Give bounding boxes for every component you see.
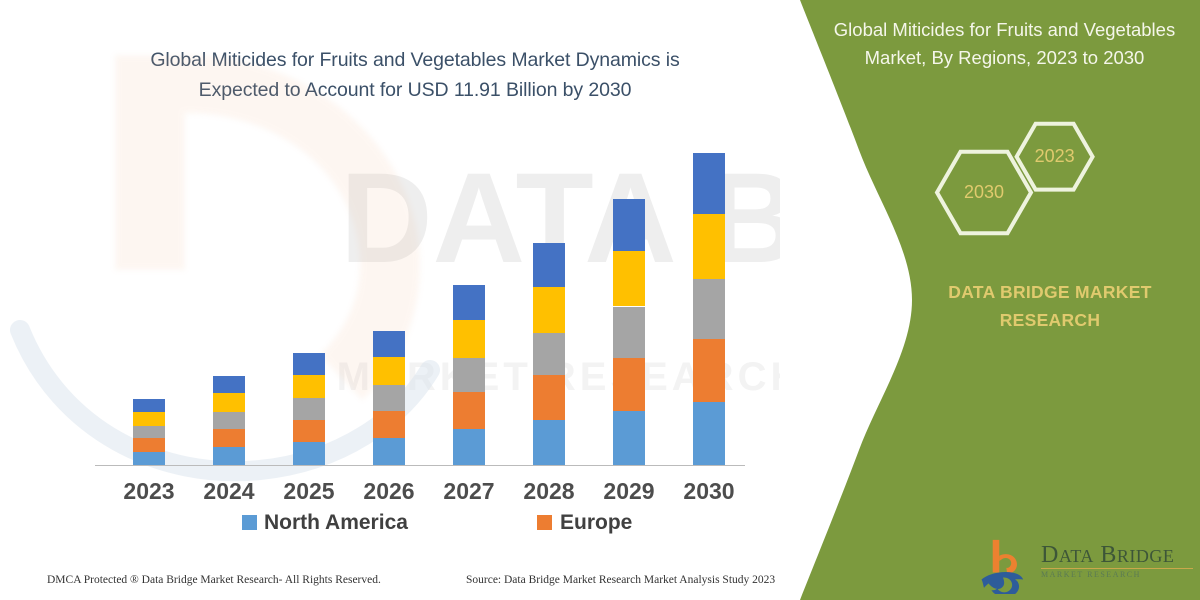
- svg-text:2030: 2030: [964, 182, 1004, 202]
- svg-text:2023: 2023: [1035, 146, 1075, 166]
